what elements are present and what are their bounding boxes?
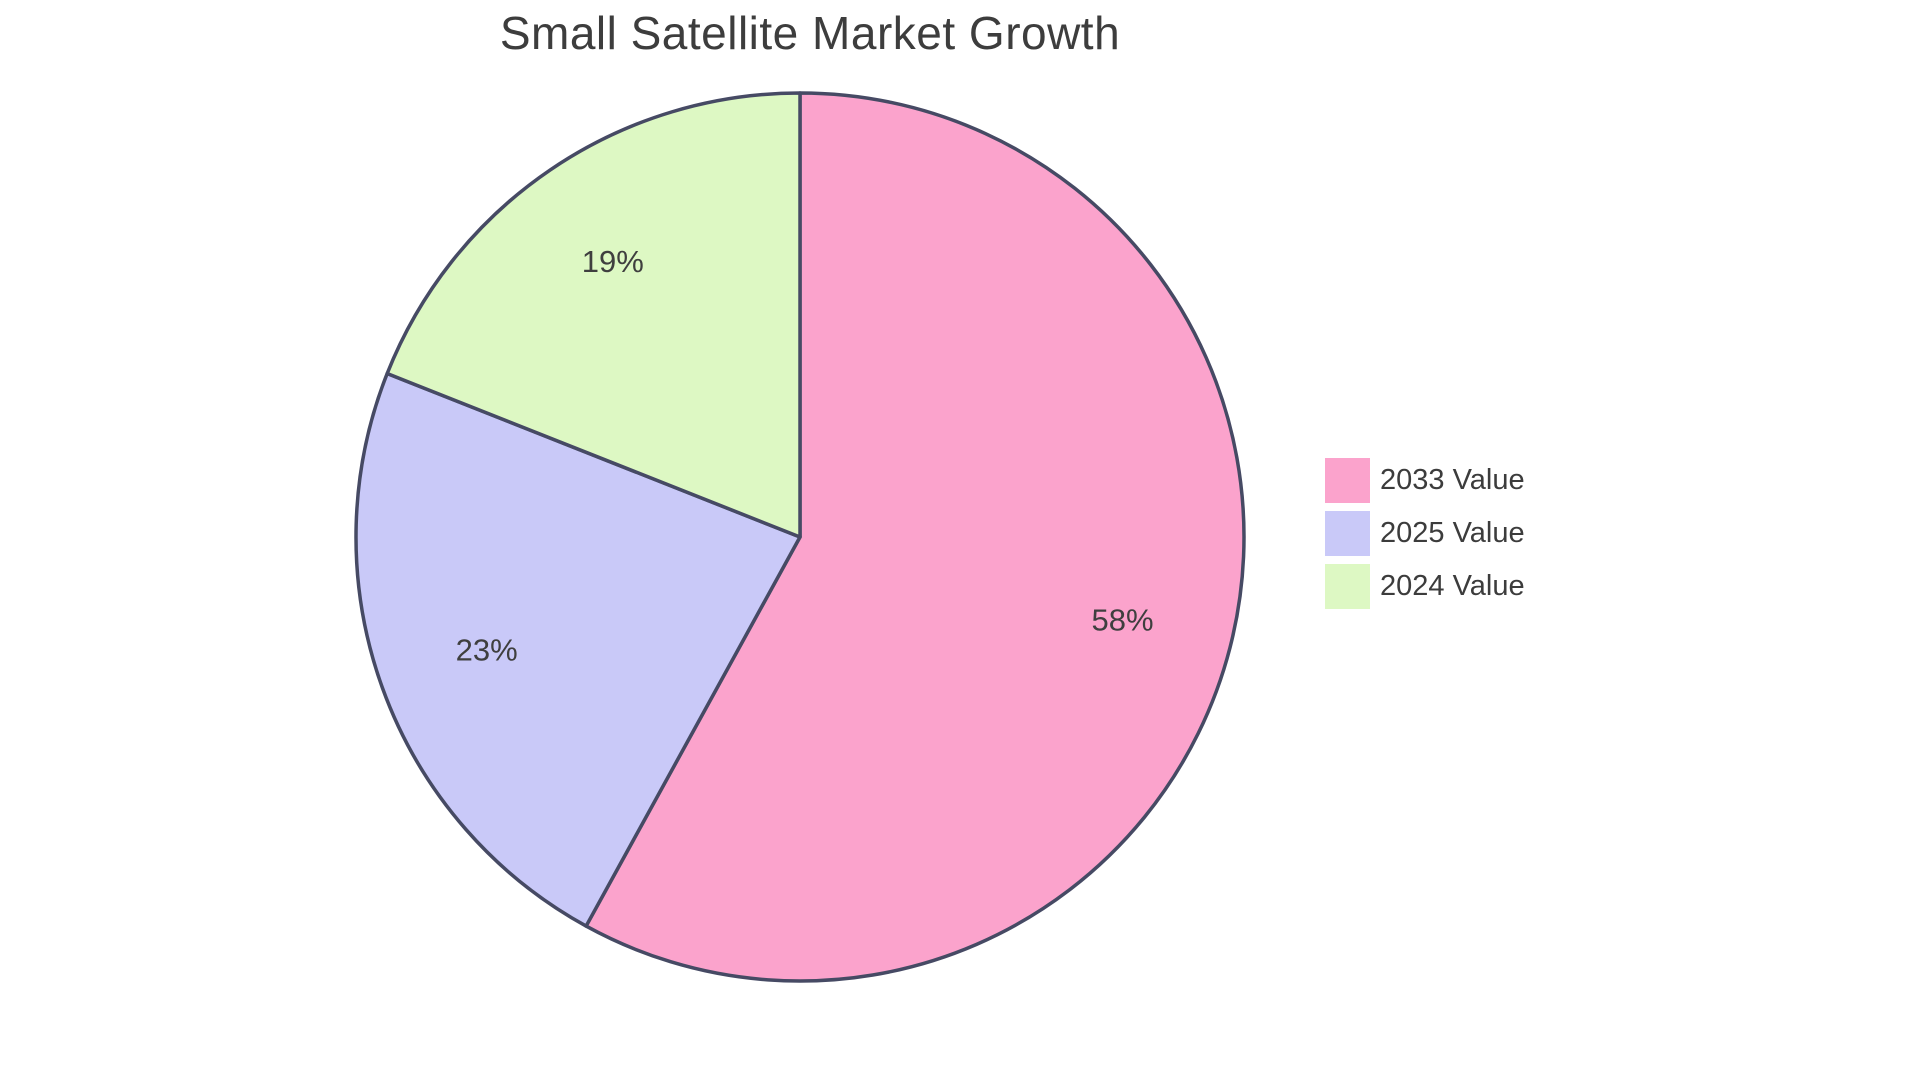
legend-swatch (1325, 458, 1370, 503)
legend-swatch (1325, 564, 1370, 609)
legend-label: 2025 Value (1380, 517, 1525, 549)
legend-item-2033-value: 2033 Value (1325, 458, 1525, 503)
slice-percent-label: 58% (1091, 602, 1153, 637)
legend-label: 2033 Value (1380, 464, 1525, 496)
pie-slice-2033-value (584, 91, 1246, 983)
pie-slice-2025-value (354, 371, 802, 928)
slice-percent-label: 19% (582, 244, 644, 279)
pie-slice-2024-value (385, 91, 802, 539)
chart-title: Small Satellite Market Growth (499, 7, 1121, 59)
legend: 2033 Value 2025 Value 2024 Value (1325, 458, 1525, 609)
legend-item-2024-value: 2024 Value (1325, 564, 1525, 609)
slice-percent-label: 23% (456, 632, 518, 667)
legend-item-2025-value: 2025 Value (1325, 511, 1525, 556)
legend-label: 2024 Value (1380, 570, 1525, 602)
legend-swatch (1325, 511, 1370, 556)
